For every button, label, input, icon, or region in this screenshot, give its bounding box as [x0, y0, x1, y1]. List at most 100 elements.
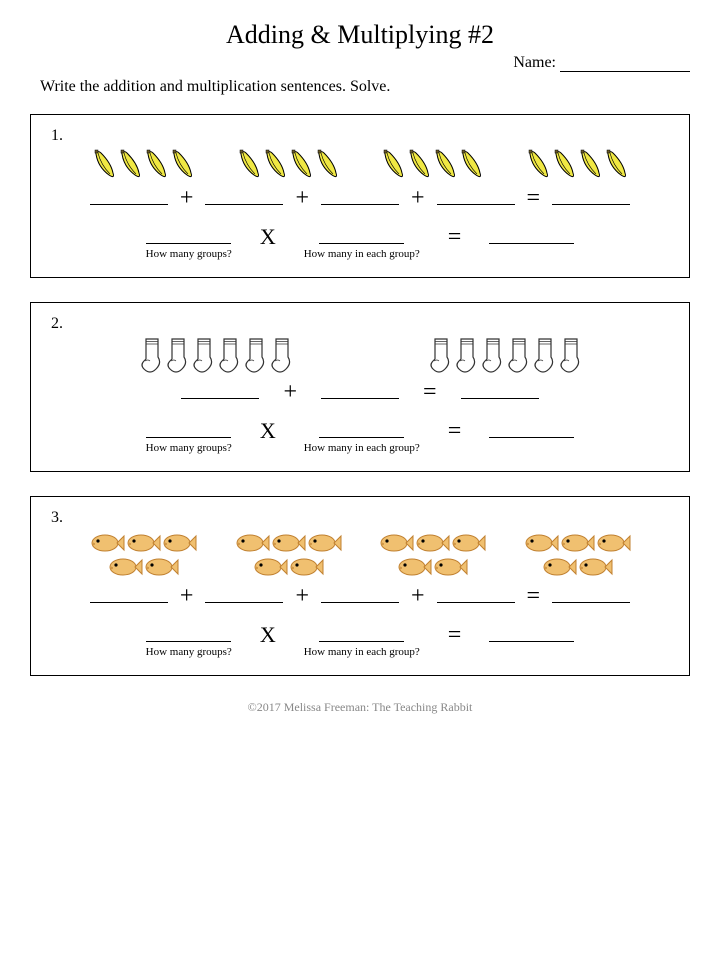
each-hint: How many in each group? — [304, 248, 420, 260]
result-column — [489, 226, 574, 260]
sock-item — [268, 337, 294, 375]
addition-row: +++= — [51, 583, 669, 610]
groups-blank[interactable] — [146, 226, 231, 244]
groups-row — [51, 531, 669, 579]
banana-item — [432, 149, 458, 181]
multiplication-row: How many groups? X How many in each grou… — [51, 224, 669, 265]
problem-number: 1. — [51, 127, 669, 145]
problem-box: 1. — [30, 114, 690, 278]
banana-icon — [380, 149, 406, 181]
sock-icon — [505, 337, 531, 375]
fish-item — [288, 555, 324, 579]
sock-icon — [479, 337, 505, 375]
sock-icon — [164, 337, 190, 375]
groups-column: How many groups? — [146, 420, 232, 454]
banana-icon — [458, 149, 484, 181]
each-column: How many in each group? — [304, 420, 420, 454]
addition-blank[interactable] — [181, 381, 259, 399]
banana-item — [169, 149, 195, 181]
banana-icon — [406, 149, 432, 181]
groups-hint: How many groups? — [146, 646, 232, 658]
times-operator: X — [260, 622, 276, 662]
banana-icon — [603, 149, 629, 181]
groups-blank[interactable] — [146, 624, 231, 642]
each-blank[interactable] — [319, 420, 404, 438]
sock-item — [531, 337, 557, 375]
sock-item — [190, 337, 216, 375]
fish-icon — [595, 531, 631, 555]
addition-blank[interactable] — [321, 187, 399, 205]
addition-blank[interactable] — [205, 585, 283, 603]
banana-item — [91, 149, 117, 181]
sock-item — [427, 337, 453, 375]
fish-item — [270, 531, 306, 555]
sock-item — [138, 337, 164, 375]
fish-icon — [143, 555, 179, 579]
addition-blank[interactable] — [205, 187, 283, 205]
equals-operator: = — [523, 583, 545, 610]
icon-group — [233, 149, 343, 181]
fish-icon — [107, 555, 143, 579]
addition-blank[interactable] — [437, 585, 515, 603]
banana-icon — [262, 149, 288, 181]
groups-hint: How many groups? — [146, 248, 232, 260]
banana-icon — [91, 149, 117, 181]
fish-icon — [541, 555, 577, 579]
plus-operator: + — [407, 185, 429, 212]
fish-icon — [288, 555, 324, 579]
sock-item — [242, 337, 268, 375]
banana-item — [603, 149, 629, 181]
groups-row — [51, 149, 669, 181]
each-column: How many in each group? — [304, 226, 420, 260]
addition-blank[interactable] — [321, 381, 399, 399]
banana-icon — [169, 149, 195, 181]
icon-group — [377, 149, 487, 181]
fish-icon — [161, 531, 197, 555]
mult-result-blank[interactable] — [489, 624, 574, 642]
fish-icon — [577, 555, 613, 579]
name-input-line[interactable] — [560, 71, 690, 72]
fish-icon — [378, 531, 414, 555]
sock-icon — [557, 337, 583, 375]
plus-operator: + — [176, 185, 198, 212]
mult-result-blank[interactable] — [489, 420, 574, 438]
groups-column: How many groups? — [146, 226, 232, 260]
addition-blank[interactable] — [321, 585, 399, 603]
addition-result-blank[interactable] — [461, 381, 539, 399]
addition-blank[interactable] — [90, 187, 168, 205]
copyright-footer: ©2017 Melissa Freeman: The Teaching Rabb… — [30, 700, 690, 715]
fish-item — [396, 555, 432, 579]
plus-operator: + — [279, 379, 301, 406]
each-hint: How many in each group? — [304, 442, 420, 454]
each-blank[interactable] — [319, 624, 404, 642]
equals-operator: = — [448, 622, 462, 663]
groups-hint: How many groups? — [146, 442, 232, 454]
addition-result-blank[interactable] — [552, 187, 630, 205]
fish-icon — [396, 555, 432, 579]
mult-result-blank[interactable] — [489, 226, 574, 244]
icon-group — [425, 337, 585, 375]
addition-result-blank[interactable] — [552, 585, 630, 603]
page-title: Adding & Multiplying #2 — [30, 20, 690, 50]
spacer-hint — [530, 646, 533, 658]
icon-group — [233, 531, 343, 579]
banana-item — [406, 149, 432, 181]
fish-item — [252, 555, 288, 579]
sock-item — [505, 337, 531, 375]
each-blank[interactable] — [319, 226, 404, 244]
sock-icon — [242, 337, 268, 375]
problem-box: 3. — [30, 496, 690, 676]
spacer-hint — [530, 248, 533, 260]
banana-item — [458, 149, 484, 181]
fish-item — [234, 531, 270, 555]
fish-icon — [252, 555, 288, 579]
addition-blank[interactable] — [90, 585, 168, 603]
banana-item — [236, 149, 262, 181]
sock-item — [216, 337, 242, 375]
plus-operator: + — [407, 583, 429, 610]
addition-blank[interactable] — [437, 187, 515, 205]
groups-blank[interactable] — [146, 420, 231, 438]
problem-number: 3. — [51, 509, 669, 527]
banana-item — [314, 149, 340, 181]
fish-item — [432, 555, 468, 579]
